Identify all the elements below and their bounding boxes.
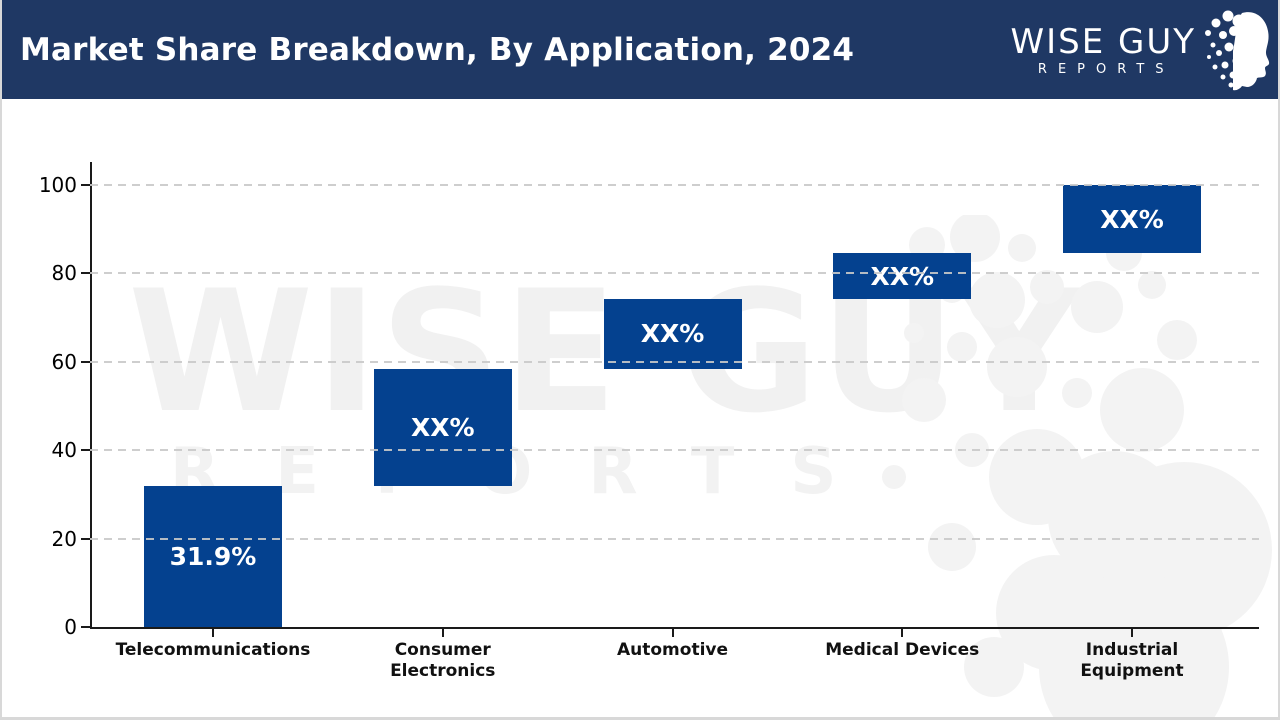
y-tick-label: 20 — [51, 526, 77, 551]
y-tick-label: 40 — [51, 438, 77, 463]
bar-value-label: XX% — [870, 261, 935, 291]
brand-name: WISE GUY — [1010, 21, 1196, 62]
y-tick — [81, 272, 90, 275]
brand-logo: WISE GUY REPORTS — [1010, 6, 1270, 94]
x-tick-label: Telecommunications — [115, 640, 311, 660]
y-tick — [81, 360, 90, 363]
x-tick — [212, 629, 214, 637]
x-tick — [901, 629, 904, 637]
y-tick — [81, 449, 90, 452]
brand-head-icon — [1205, 10, 1270, 91]
header: Market Share Breakdown, By Application, … — [2, 0, 1278, 99]
y-tick-label: 0 — [64, 615, 77, 639]
x-tick-label: Medical Devices — [825, 640, 980, 660]
y-tick — [81, 537, 90, 540]
gridline — [90, 184, 1259, 186]
x-tick — [441, 629, 444, 637]
bar-value-label: 31.9% — [169, 541, 257, 571]
x-tick-label: Industrial Equipment — [1080, 640, 1184, 681]
gridline — [90, 537, 1259, 540]
brand-logo-text: WISE GUY REPORTS — [1010, 24, 1196, 77]
y-axis-line — [90, 162, 92, 629]
x-tick-label: Automotive — [616, 640, 729, 660]
page-title: Market Share Breakdown, By Application, … — [20, 31, 855, 68]
bar-value-label: XX% — [410, 412, 475, 442]
bar-segment: XX% — [1063, 185, 1201, 254]
x-tick-label: Consumer Electronics — [390, 640, 496, 681]
gridline — [90, 449, 1259, 452]
gridline — [90, 360, 1259, 363]
bar-value-label: XX% — [1100, 204, 1164, 234]
y-tick — [81, 626, 90, 628]
y-tick-label: 100 — [38, 173, 77, 197]
x-tick — [671, 629, 674, 637]
bar-segment: 31.9% — [144, 486, 282, 627]
bar-value-label: XX% — [640, 319, 705, 349]
gridline — [90, 272, 1259, 275]
bar-segment: XX% — [373, 368, 512, 486]
y-tick-label: 80 — [51, 261, 77, 286]
y-tick-label: 60 — [51, 349, 77, 374]
y-tick — [81, 184, 90, 186]
x-axis-line — [90, 627, 1259, 629]
bar-segment: XX% — [603, 299, 742, 369]
brand-subtitle: REPORTS — [1037, 61, 1175, 77]
x-tick — [1131, 629, 1133, 637]
bar-segment: XX% — [833, 253, 972, 300]
